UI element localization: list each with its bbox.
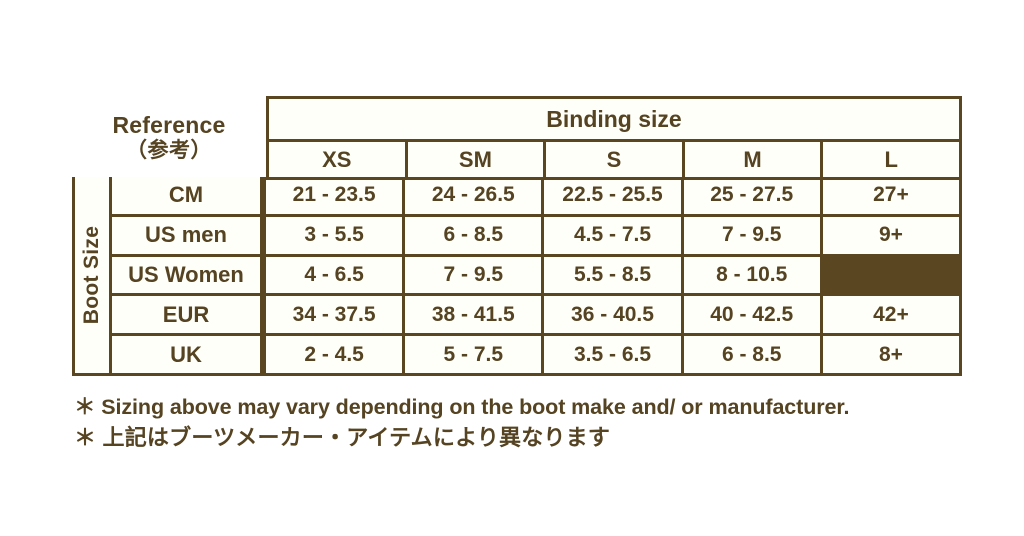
cell-us-men-l: 9+ [819, 216, 959, 254]
cell-us-women-sm: 7 - 9.5 [402, 256, 541, 294]
cell-us-women-xs: 4 - 6.5 [263, 256, 402, 294]
table-row: CM 21 - 23.5 24 - 26.5 22.5 - 25.5 25 - … [112, 177, 959, 214]
row-label-us-women: US Women [112, 256, 263, 294]
binding-size-header-block: Binding size XS SM S M L [266, 96, 962, 180]
cell-uk-l: 8+ [819, 336, 959, 373]
footnotes: ＊ Sizing above may vary depending on the… [74, 392, 994, 454]
cell-cm-sm: 24 - 26.5 [402, 177, 541, 214]
cell-us-women-s: 5.5 - 8.5 [541, 256, 680, 294]
binding-size-title: Binding size [269, 99, 959, 142]
row-label-eur: EUR [112, 296, 263, 334]
cell-eur-s: 36 - 40.5 [541, 296, 680, 334]
row-label-uk: UK [112, 336, 263, 373]
cell-uk-xs: 2 - 4.5 [263, 336, 402, 373]
boot-binding-size-chart: Reference （参考） Binding size XS SM S M L … [72, 96, 962, 376]
cell-uk-sm: 5 - 7.5 [402, 336, 541, 373]
cell-uk-m: 6 - 8.5 [680, 336, 820, 373]
row-label-us-men: US men [112, 216, 263, 254]
cell-eur-xs: 34 - 37.5 [263, 296, 402, 334]
footnote-jp: ＊ 上記はブーツメーカー・アイテムにより異なります [74, 425, 611, 450]
reference-label: Reference （参考） [72, 96, 266, 180]
cell-us-men-s: 4.5 - 7.5 [541, 216, 680, 254]
reference-label-en: Reference [112, 112, 226, 139]
column-header-sm: SM [404, 142, 544, 177]
cell-us-men-m: 7 - 9.5 [680, 216, 820, 254]
boot-size-group-label-text: Boot Size [80, 225, 103, 325]
cell-us-men-xs: 3 - 5.5 [263, 216, 402, 254]
cell-us-women-l [819, 256, 960, 294]
cell-uk-s: 3.5 - 6.5 [541, 336, 680, 373]
cell-eur-m: 40 - 42.5 [680, 296, 820, 334]
boot-size-band: Boot Size CM 21 - 23.5 24 - 26.5 22.5 - … [72, 177, 962, 376]
cell-cm-m: 25 - 27.5 [680, 177, 820, 214]
column-header-s: S [543, 142, 682, 177]
size-rows: CM 21 - 23.5 24 - 26.5 22.5 - 25.5 25 - … [112, 177, 960, 373]
column-header-l: L [820, 142, 959, 177]
binding-size-column-headers: XS SM S M L [269, 142, 959, 177]
table-row: EUR 34 - 37.5 38 - 41.5 36 - 40.5 40 - 4… [112, 293, 959, 334]
table-row: UK 2 - 4.5 5 - 7.5 3.5 - 6.5 6 - 8.5 8+ [112, 333, 959, 373]
footnote-en: ＊ Sizing above may vary depending on the… [74, 395, 850, 419]
cell-eur-l: 42+ [819, 296, 959, 334]
column-header-m: M [681, 142, 821, 177]
table-row: US Women 4 - 6.5 7 - 9.5 5.5 - 8.5 8 - 1… [112, 253, 960, 294]
chart-header-band: Reference （参考） Binding size XS SM S M L [72, 96, 962, 180]
boot-size-group-label: Boot Size [75, 177, 112, 373]
column-header-xs: XS [322, 146, 352, 172]
cell-cm-xs: 21 - 23.5 [263, 177, 402, 214]
cell-us-women-m: 8 - 10.5 [680, 256, 820, 294]
cell-eur-sm: 38 - 41.5 [402, 296, 541, 334]
cell-cm-l: 27+ [819, 177, 959, 214]
row-label-cm: CM [112, 177, 263, 214]
cell-cm-s: 22.5 - 25.5 [541, 177, 680, 214]
table-row: US men 3 - 5.5 6 - 8.5 4.5 - 7.5 7 - 9.5… [112, 213, 959, 254]
reference-label-jp: （参考） [126, 139, 212, 163]
cell-us-men-sm: 6 - 8.5 [402, 216, 541, 254]
